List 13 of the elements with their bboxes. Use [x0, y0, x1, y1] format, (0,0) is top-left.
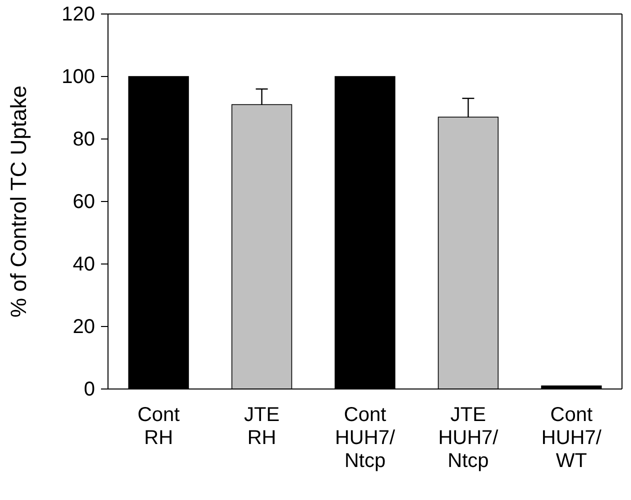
x-tick-label: JTE RH	[244, 404, 280, 449]
y-tick-label: 20	[72, 316, 95, 338]
y-tick-label: 40	[72, 253, 95, 276]
x-tick-label: JTE HUH7/ Ntcp	[438, 404, 499, 472]
x-tick-label: Cont HUH7/ Ntcp	[334, 404, 396, 472]
y-tick-label: 120	[62, 3, 95, 26]
y-tick-label: 60	[72, 190, 95, 213]
y-tick-label: 80	[72, 128, 95, 150]
y-axis-title: % of Control TC Uptake	[6, 86, 31, 318]
x-tick-label: Cont RH	[137, 404, 180, 449]
y-tick-label: 0	[84, 378, 95, 400]
y-tick-label: 100	[62, 66, 95, 88]
x-tick-label: Cont HUH7/ WT	[541, 404, 602, 472]
